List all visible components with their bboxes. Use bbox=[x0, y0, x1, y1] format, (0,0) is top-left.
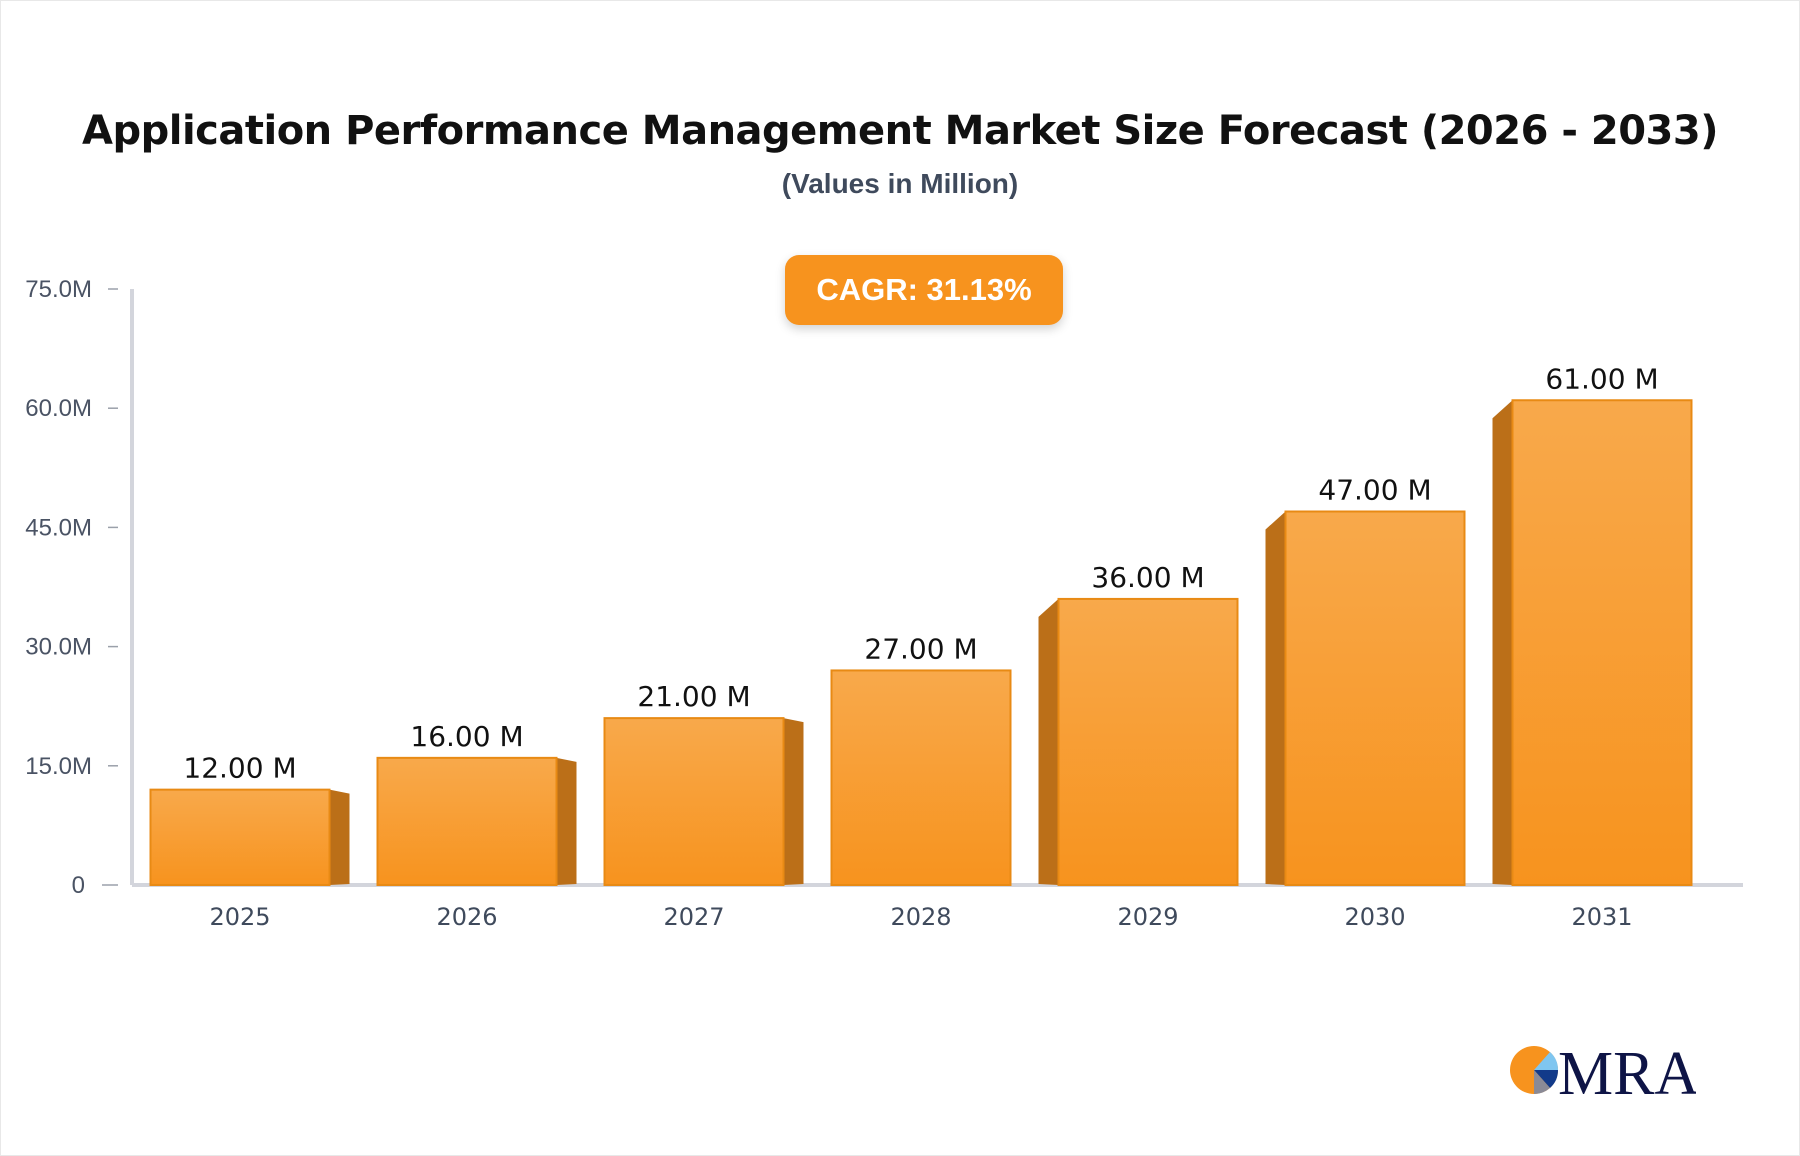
x-tick-label: 2031 bbox=[1571, 903, 1632, 931]
data-label: 36.00 M bbox=[1091, 561, 1204, 594]
chart-subtitle: (Values in Million) bbox=[781, 168, 1019, 199]
bar-side bbox=[329, 789, 350, 885]
y-tick-label: 75.0M bbox=[25, 276, 92, 303]
logo-text: MRA bbox=[1558, 1040, 1696, 1100]
mra-logo: MRA bbox=[1510, 1040, 1696, 1100]
data-label: 47.00 M bbox=[1318, 474, 1431, 507]
y-tick-label: 45.0M bbox=[25, 514, 92, 541]
chart-title: Application Performance Management Marke… bbox=[82, 108, 1718, 154]
y-tick-label: 15.0M bbox=[25, 753, 92, 780]
bar bbox=[1057, 597, 1239, 886]
bar-side bbox=[783, 718, 804, 885]
bar-side bbox=[1492, 400, 1513, 885]
bar bbox=[1511, 399, 1693, 886]
data-label: 61.00 M bbox=[1545, 362, 1658, 395]
bar-side bbox=[1038, 598, 1059, 885]
x-tick-label: 2030 bbox=[1344, 903, 1405, 931]
bar bbox=[376, 756, 558, 886]
data-label: 21.00 M bbox=[637, 680, 750, 713]
data-label: 27.00 M bbox=[864, 632, 977, 665]
y-tick-label: 0 bbox=[72, 872, 85, 899]
bar bbox=[1284, 510, 1466, 886]
bar bbox=[830, 669, 1012, 886]
x-tick-label: 2025 bbox=[209, 903, 270, 931]
data-label: 16.00 M bbox=[410, 720, 523, 753]
x-tick-label: 2028 bbox=[890, 903, 951, 931]
y-tick-label: 60.0M bbox=[25, 395, 92, 422]
bar-side bbox=[556, 757, 577, 885]
bar-side bbox=[1265, 511, 1286, 885]
bar bbox=[603, 717, 785, 886]
data-label: 12.00 M bbox=[183, 752, 296, 785]
cagr-badge: CAGR: 31.13% bbox=[785, 255, 1063, 325]
x-tick-label: 2029 bbox=[1117, 903, 1178, 931]
x-tick-label: 2026 bbox=[436, 903, 497, 931]
x-tick-label: 2027 bbox=[663, 903, 724, 931]
bar bbox=[149, 788, 331, 887]
y-tick-label: 30.0M bbox=[25, 634, 92, 661]
